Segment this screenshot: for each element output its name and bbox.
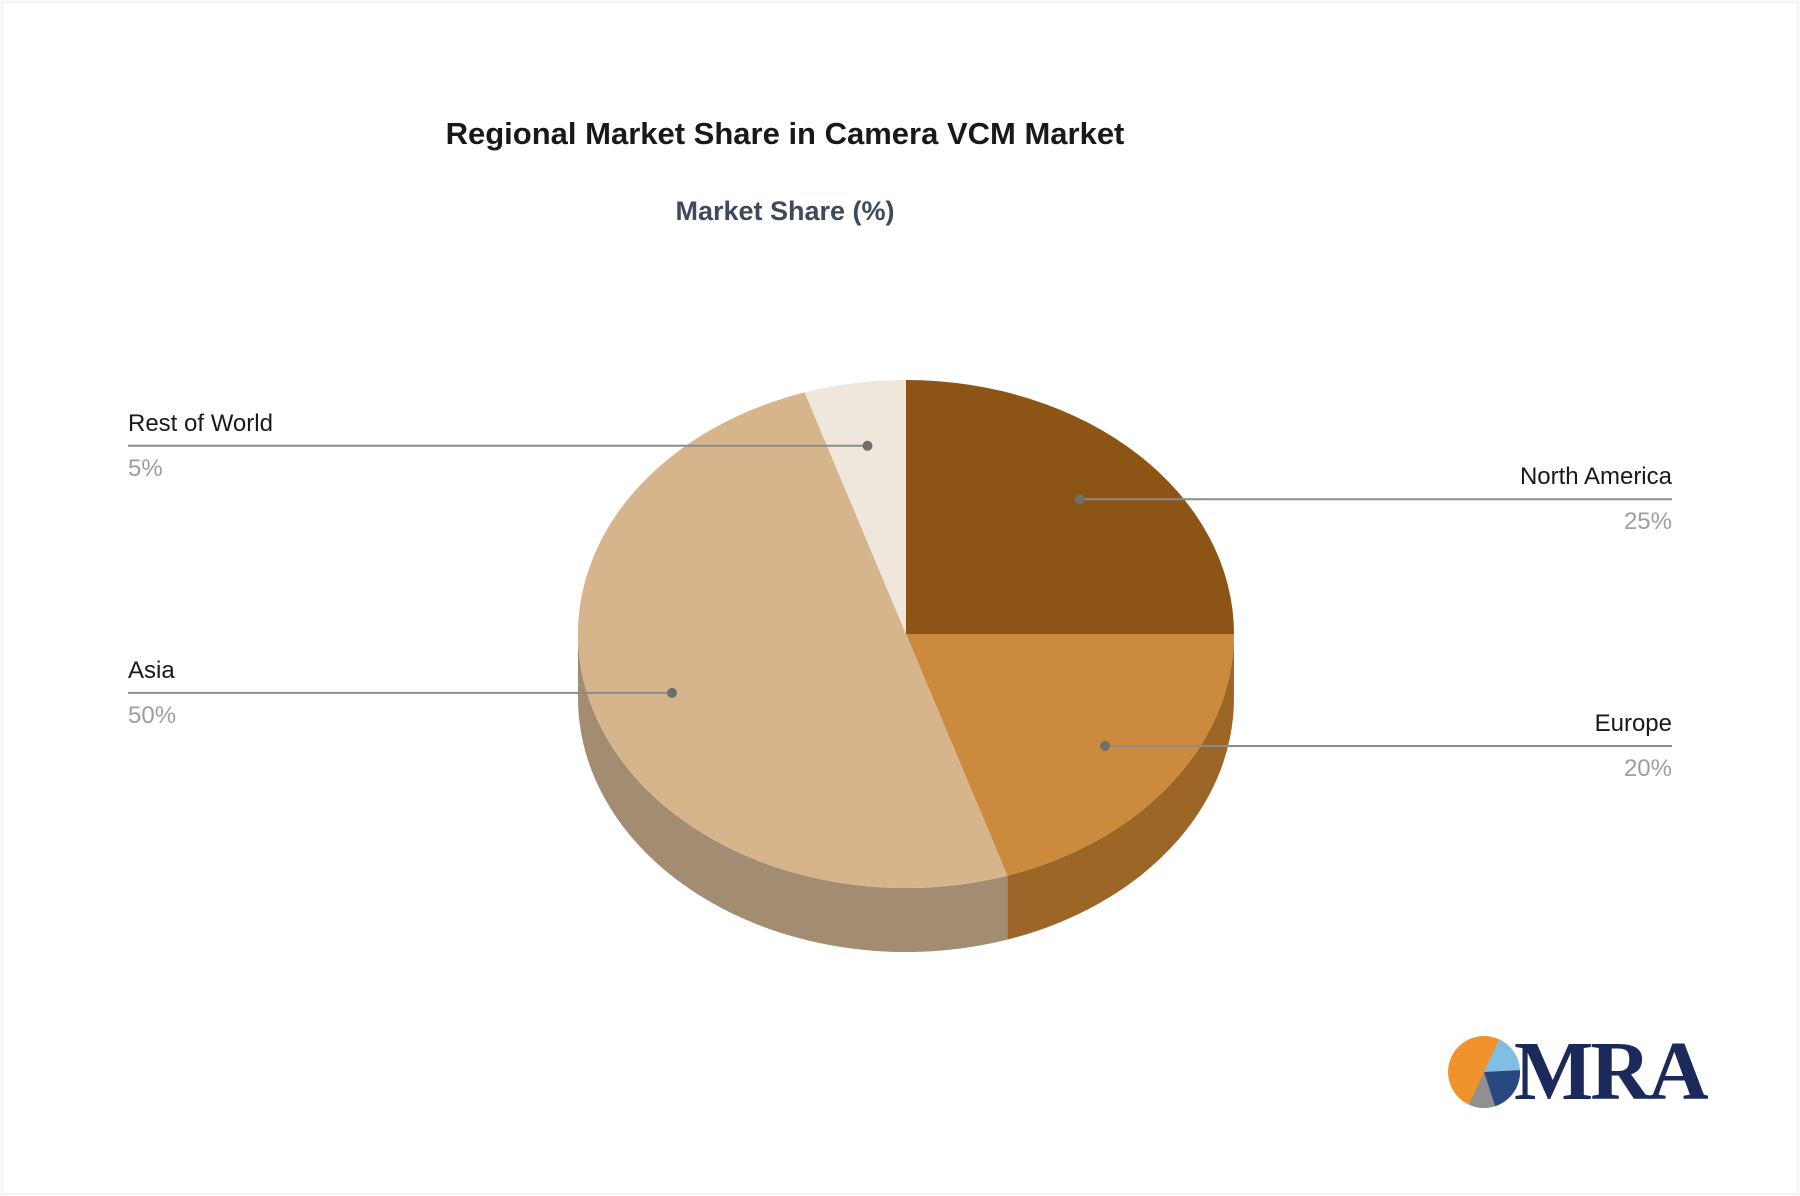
slice-value-europe: 20%	[1623, 754, 1672, 782]
logo-pie-lightblue-slice	[1484, 1039, 1520, 1072]
slice-label-rest-of-world: Rest of World	[128, 409, 273, 437]
pie-slice-side-europe	[1007, 634, 1234, 940]
leader-dot-north-america	[1074, 494, 1085, 505]
slice-value-rest-of-world: 5%	[128, 454, 163, 482]
logo-pie-gray-slice	[1468, 1072, 1496, 1108]
slice-label-north-america: North America	[1519, 463, 1672, 491]
logo-text: MRA	[1514, 1025, 1709, 1118]
slice-value-north-america: 25%	[1623, 508, 1672, 536]
pie-slice-side-asia	[577, 634, 1008, 953]
logo-pie-icon	[1448, 1036, 1521, 1108]
slice-label-asia: Asia	[128, 656, 175, 684]
slice-label-europe: Europe	[1594, 709, 1672, 737]
pie-slice-europe[interactable]	[906, 634, 1234, 876]
chart-title: Regional Market Share in Camera VCM Mark…	[445, 116, 1125, 151]
leader-dot-europe	[1100, 741, 1110, 751]
chart-subtitle: Market Share (%)	[675, 196, 895, 226]
logo-pie-darkblue-slice	[1484, 1070, 1521, 1107]
pie-slice-north-america[interactable]	[906, 380, 1234, 634]
slice-value-asia: 50%	[128, 701, 177, 729]
pie-slice-asia[interactable]	[577, 392, 1008, 889]
leader-dot-asia	[667, 687, 677, 698]
leader-dot-rest-of-world	[862, 440, 873, 451]
brand-logo: MRA	[1446, 1025, 1709, 1118]
pie-slice-rest-of-world[interactable]	[804, 379, 906, 634]
